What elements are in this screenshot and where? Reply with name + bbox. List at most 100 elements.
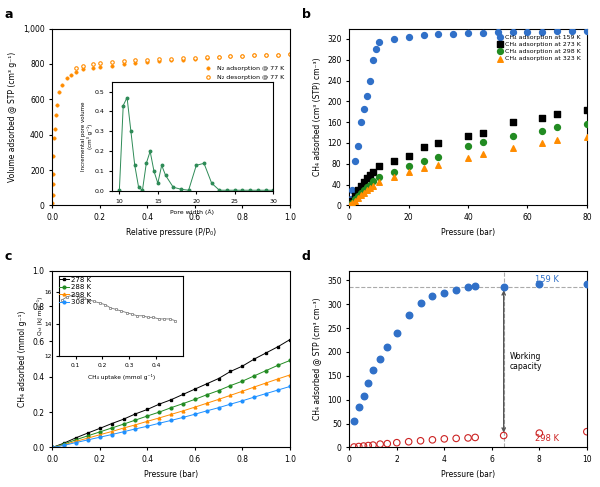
CH₄ adsorption at 323 K (345, 201, 355, 209)
Point (364, 442, 373, 450)
308 K (274, 387, 281, 393)
N₂ adsorption @ 77 K (108, 63, 115, 69)
Y-axis label: CH₄ adsorbed (cm³ (STP) cm⁻³): CH₄ adsorbed (cm³ (STP) cm⁻³) (313, 57, 322, 176)
Point (535, 429, 544, 437)
X-axis label: Pressure (bar): Pressure (bar) (441, 469, 495, 479)
N₂ adsorption @ 77 K (49, 170, 56, 176)
Line: N₂ desorption @ 77 K: N₂ desorption @ 77 K (74, 53, 292, 70)
278 K (144, 407, 151, 412)
Line: 308 K: 308 K (51, 385, 291, 449)
N₂ desorption @ 77 K (251, 53, 258, 58)
Point (463, 283, 473, 291)
Point (392, 329, 401, 337)
298 K (179, 408, 187, 414)
CH₄ adsorption at 323 K (434, 161, 443, 169)
288 K (144, 413, 151, 419)
CH₄ adsorption at 273 K (508, 118, 517, 126)
CH₄ adsorption at 298 K (538, 127, 547, 135)
Point (354, 443, 364, 450)
N₂ adsorption @ 77 K (58, 82, 65, 88)
288 K (263, 368, 270, 374)
N₂ adsorption @ 77 K (68, 72, 75, 77)
CH₄ adsorption at 273 K (346, 201, 355, 208)
Point (428, 292, 437, 300)
Text: b: b (302, 8, 311, 21)
Point (392, 439, 401, 447)
CH₄ adsorption at 273 K (374, 163, 384, 170)
CH₄ adsorption at 159 K (419, 32, 428, 39)
Point (535, 280, 544, 288)
298 K (61, 442, 68, 448)
308 K (155, 420, 163, 426)
278 K (73, 435, 80, 441)
Text: a: a (5, 8, 13, 21)
CH₄ adsorption at 159 K (346, 195, 356, 203)
CH₄ adsorption at 323 K (368, 182, 378, 190)
CH₄ adsorption at 159 K (508, 28, 517, 36)
CH₄ adsorption at 159 K (365, 76, 375, 84)
288 K (49, 445, 56, 450)
278 K (61, 440, 68, 446)
CH₄ adsorption at 159 K (356, 118, 366, 126)
N₂ adsorption @ 77 K (50, 153, 57, 159)
N₂ adsorption @ 77 K (120, 61, 127, 67)
Y-axis label: CH₄ adsorbed (mmol g⁻¹): CH₄ adsorbed (mmol g⁻¹) (18, 311, 27, 407)
N₂ desorption @ 77 K (227, 54, 234, 59)
298 K (144, 418, 151, 424)
N₂ desorption @ 77 K (203, 54, 211, 60)
Point (582, 280, 592, 287)
278 K (96, 426, 103, 431)
308 K (263, 391, 270, 396)
CH₄ adsorption at 323 K (538, 139, 547, 147)
CH₄ adsorption at 159 K (567, 27, 577, 35)
Point (451, 434, 461, 442)
CH₄ adsorption at 323 K (478, 150, 488, 158)
288 K (286, 357, 293, 363)
278 K (155, 401, 163, 407)
CH₄ adsorption at 273 K (365, 171, 375, 179)
N₂ adsorption @ 77 K (203, 55, 211, 61)
288 K (167, 405, 175, 411)
CH₄ adsorption at 323 K (350, 197, 360, 205)
298 K (251, 384, 258, 390)
298 K (286, 372, 293, 378)
N₂ desorption @ 77 K (108, 59, 115, 65)
CH₄ adsorption at 273 K (362, 174, 372, 182)
308 K (227, 401, 234, 407)
308 K (73, 440, 80, 446)
CH₄ adsorption at 323 K (419, 164, 428, 172)
CH₄ adsorption at 273 K (434, 139, 443, 147)
298 K (274, 376, 281, 382)
N₂ desorption @ 77 K (73, 65, 80, 71)
298 K (191, 404, 199, 410)
288 K (61, 441, 68, 447)
CH₄ adsorption at 298 K (508, 132, 517, 140)
Point (359, 392, 368, 400)
CH₄ adsorption at 159 K (493, 28, 503, 36)
298 K (49, 445, 56, 450)
CH₄ adsorption at 273 K (582, 106, 592, 114)
N₂ adsorption @ 77 K (286, 51, 293, 57)
Y-axis label: CH₄ adsorbed @ STP (cm³ cm⁻³): CH₄ adsorbed @ STP (cm³ cm⁻³) (313, 298, 322, 420)
298 K (203, 400, 211, 406)
Point (470, 433, 480, 441)
Point (349, 443, 359, 451)
288 K (96, 429, 103, 435)
CH₄ adsorption at 323 K (356, 191, 366, 199)
278 K (215, 375, 222, 381)
Point (404, 438, 413, 446)
308 K (144, 423, 151, 429)
CH₄ adsorption at 159 K (346, 198, 355, 206)
Text: 298 K: 298 K (535, 434, 559, 443)
CH₄ adsorption at 298 K (365, 181, 375, 188)
CH₄ adsorption at 298 K (347, 199, 357, 206)
CH₄ adsorption at 159 K (538, 28, 547, 36)
CH₄ adsorption at 323 K (508, 144, 517, 152)
308 K (167, 417, 175, 423)
308 K (203, 408, 211, 414)
N₂ adsorption @ 77 K (191, 56, 199, 61)
Line: 288 K: 288 K (51, 359, 291, 449)
CH₄ adsorption at 159 K (582, 27, 592, 35)
278 K (49, 445, 56, 450)
CH₄ adsorption at 323 K (353, 194, 363, 202)
